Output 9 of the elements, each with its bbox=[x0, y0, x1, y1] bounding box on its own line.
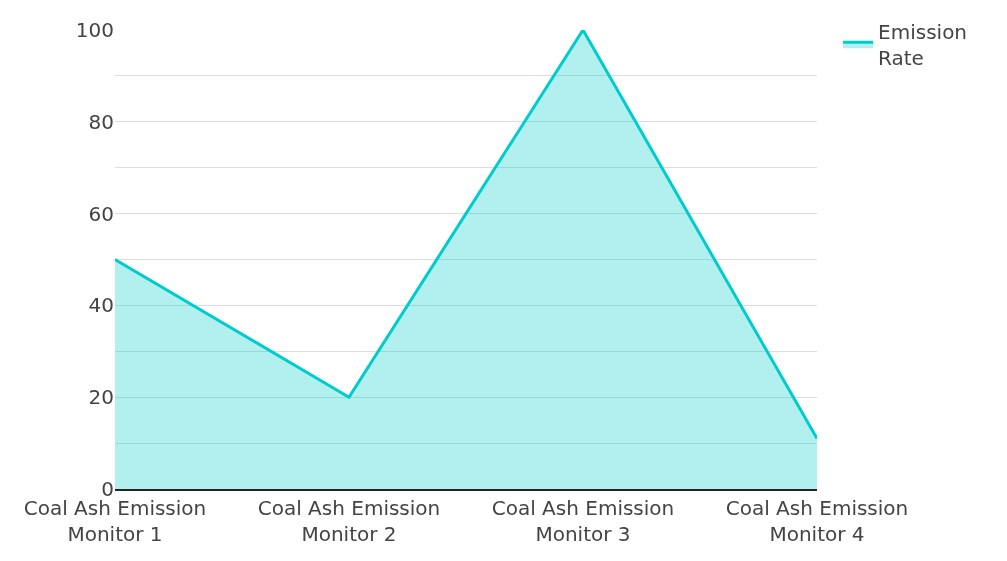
y-tick-label: 40 bbox=[88, 293, 114, 318]
y-tick-label: 80 bbox=[88, 109, 114, 134]
y-tick-label: 100 bbox=[75, 18, 114, 42]
y-tick-label: 20 bbox=[88, 385, 114, 410]
y-tick-label: 60 bbox=[88, 201, 114, 226]
legend-label: Emission Rate bbox=[878, 19, 968, 70]
x-tick-label: Coal Ash Emission Monitor 2 bbox=[257, 496, 441, 546]
x-tick-label: Coal Ash Emission Monitor 3 bbox=[491, 496, 675, 546]
x-tick-label: Coal Ash Emission Monitor 4 bbox=[725, 496, 909, 546]
